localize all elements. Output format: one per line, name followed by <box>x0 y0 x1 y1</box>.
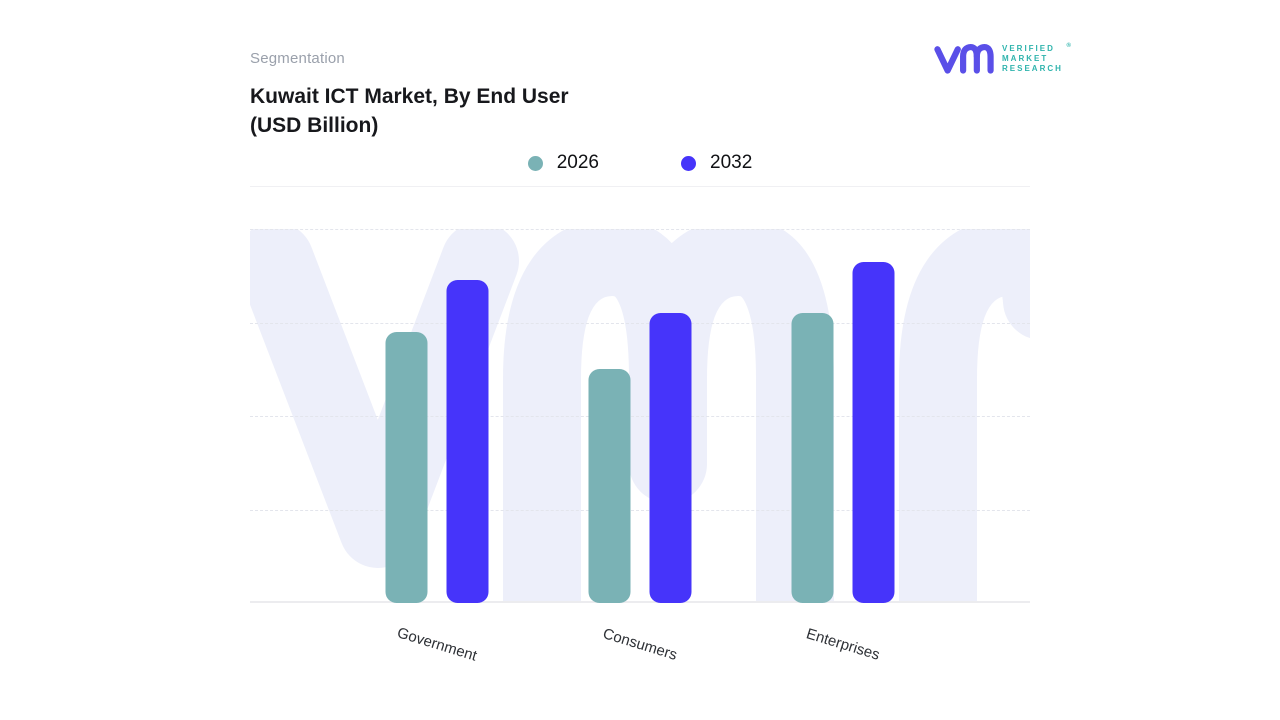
brand-line-research: RESEARCH <box>1002 64 1063 73</box>
legend-item-2026: 2026 <box>527 152 599 174</box>
legend: 2026 2032 <box>250 148 1030 178</box>
category-label-consumers: Consumers <box>600 625 680 664</box>
bar-2032-government <box>446 280 489 603</box>
bar-group-government <box>385 229 489 603</box>
chart-title: Kuwait ICT Market, By End User (USD Bill… <box>250 82 569 140</box>
gridline <box>250 322 1030 324</box>
chart-title-line1: Kuwait ICT Market, By End User <box>250 85 569 108</box>
legend-divider <box>250 186 1030 187</box>
chart-title-line2: (USD Billion) <box>250 114 379 137</box>
vmr-logo-icon <box>934 43 994 74</box>
bar-group-consumers <box>588 229 692 603</box>
bar-2026-government <box>385 331 428 603</box>
gridline <box>250 509 1030 511</box>
category-label-enterprises: Enterprises <box>804 625 882 664</box>
gridline <box>250 416 1030 417</box>
brand-logo: VERIFIED MARKET RESEARCH ® <box>933 40 1071 78</box>
category-labels: Government Consumers Enterprises <box>250 603 1030 693</box>
registered-trademark-symbol: ® <box>1066 43 1071 49</box>
bar-2026-consumers <box>588 369 631 603</box>
plot-area <box>250 229 1030 603</box>
bar-2032-consumers <box>649 313 692 603</box>
category-label-government: Government <box>395 624 480 665</box>
eyebrow-label: Segmentation <box>250 50 345 67</box>
legend-label-2032: 2032 <box>710 152 753 173</box>
legend-item-2032: 2032 <box>681 152 752 174</box>
brand-line-market: MARKET <box>1002 54 1049 63</box>
bar-2032-enterprises <box>852 261 895 603</box>
x-axis-baseline <box>250 601 1030 603</box>
legend-label-2026: 2026 <box>556 152 599 173</box>
legend-dot-2026 <box>527 155 543 171</box>
brand-line-verified: VERIFIED <box>1002 44 1055 53</box>
bar-group-enterprises <box>791 229 895 603</box>
legend-dot-2032 <box>681 155 696 171</box>
gridline <box>250 229 1030 230</box>
brand-wordmark: VERIFIED MARKET RESEARCH ® <box>1002 43 1071 74</box>
bar-2026-enterprises <box>791 313 834 603</box>
